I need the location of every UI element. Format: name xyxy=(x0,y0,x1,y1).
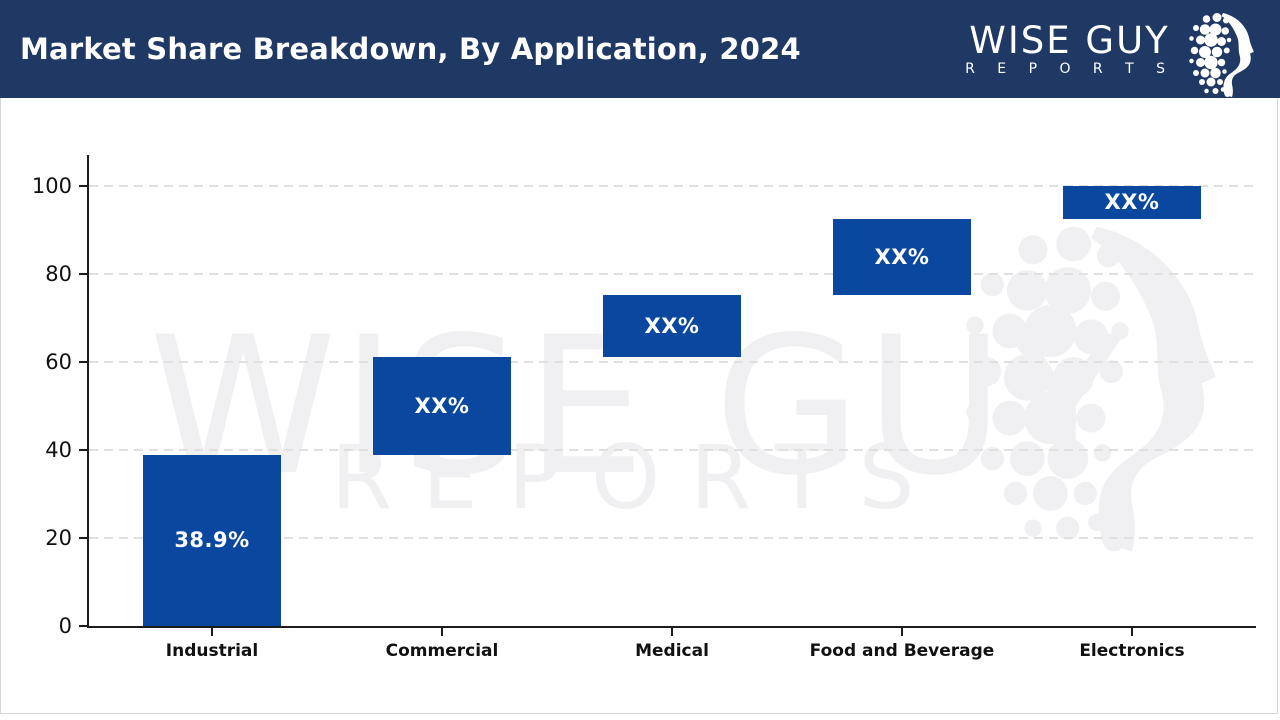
page-title: Market Share Breakdown, By Application, … xyxy=(20,32,801,66)
y-tick-label: 100 xyxy=(31,173,72,198)
y-tick-mark xyxy=(79,536,87,539)
brand-dot-head-icon xyxy=(1189,13,1254,97)
y-tick-label: 60 xyxy=(45,349,72,374)
bar-value-label: 38.9% xyxy=(174,528,250,553)
x-tick-mark xyxy=(1131,628,1133,636)
gridline xyxy=(89,272,1256,275)
x-category-label: Electronics xyxy=(1079,641,1185,661)
brand-wordmark: WISE GUY xyxy=(969,19,1170,62)
y-tick-label: 20 xyxy=(45,525,72,550)
bar-value-label: XX% xyxy=(644,314,700,339)
x-category-label: Medical xyxy=(635,641,709,661)
x-category-label: Food and Beverage xyxy=(809,641,995,661)
bar-segment: XX% xyxy=(373,357,511,455)
x-axis-line xyxy=(87,626,1256,628)
y-axis-line xyxy=(87,155,89,628)
y-tick-mark xyxy=(79,272,87,275)
y-tick-mark xyxy=(79,448,87,451)
header-bar: Market Share Breakdown, By Application, … xyxy=(0,0,1280,98)
bar-value-label: XX% xyxy=(1104,190,1160,215)
gridline xyxy=(89,184,1256,187)
bar-segment: 38.9% xyxy=(143,454,281,626)
brand-reports: R E P O R T S xyxy=(965,61,1174,77)
y-tick-mark xyxy=(79,625,87,627)
y-tick-label: 40 xyxy=(45,437,72,462)
y-tick-mark xyxy=(79,184,87,187)
bar-value-label: XX% xyxy=(414,394,470,419)
bar-segment: XX% xyxy=(603,294,741,358)
bar-value-label: XX% xyxy=(874,244,930,269)
y-tick-mark xyxy=(79,360,87,363)
x-tick-mark xyxy=(901,628,903,636)
bar-segment: XX% xyxy=(1063,185,1201,219)
bar-segment: XX% xyxy=(833,218,971,295)
y-tick-label: 0 xyxy=(58,614,72,638)
x-category-label: Commercial xyxy=(385,641,499,661)
x-category-label: Industrial xyxy=(165,641,259,661)
gridline xyxy=(89,448,1256,451)
x-tick-mark xyxy=(211,628,213,636)
brand-logo: WISE GUY R E P O R T S xyxy=(965,8,1262,97)
plot-area: 0 20 40 60 80 100 38.9% Industrial XX% Commercial… xyxy=(32,155,1256,661)
gridline xyxy=(89,360,1256,363)
y-tick-label: 80 xyxy=(45,261,72,286)
gridline xyxy=(89,536,1256,539)
x-tick-mark xyxy=(441,628,443,636)
x-tick-mark xyxy=(671,628,673,636)
